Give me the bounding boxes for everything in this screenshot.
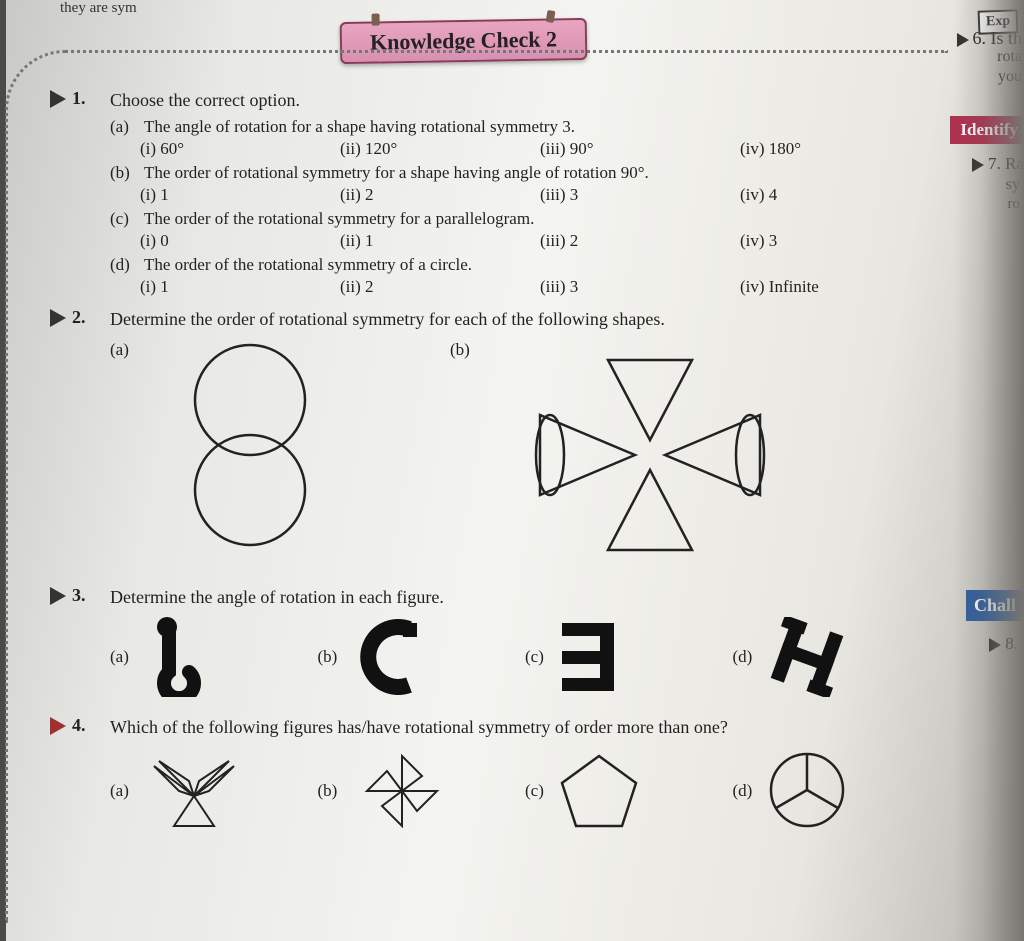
shape-label: (b) xyxy=(450,340,470,360)
part-text: The angle of rotation for a shape having… xyxy=(144,117,575,136)
option-i: (i) 0 xyxy=(140,231,340,251)
question-2: 2. Determine the order of rotational sym… xyxy=(50,307,930,575)
right-q6-line2: rota xyxy=(997,48,1022,66)
q4-shapes-row: (a) (b) xyxy=(110,746,930,836)
shape-label: (a) xyxy=(110,781,129,801)
option-ii: (ii) 1 xyxy=(340,231,540,251)
q4-shape-b: (b) xyxy=(318,746,516,836)
right-chal-label: Chall xyxy=(966,590,1024,621)
q3-shape-a: (a) xyxy=(110,617,308,697)
option-iii: (iii) 2 xyxy=(540,231,740,251)
options-row: (i) 60° (ii) 120° (iii) 90° (iv) 180° xyxy=(110,139,940,159)
question-number: 2. xyxy=(72,307,86,328)
shapes-row: (a) (b) xyxy=(110,340,930,575)
right-q6: 6. Is th xyxy=(957,28,1023,49)
marker-icon xyxy=(989,638,1001,652)
part-label: (b) xyxy=(110,163,140,183)
shape-label: (d) xyxy=(733,647,753,667)
q1-part-b: (b) The order of rotational symmetry for… xyxy=(110,163,930,205)
option-iv: (iv) Infinite xyxy=(740,277,940,297)
four-triangles-icon xyxy=(500,340,800,570)
option-iv: (iv) 3 xyxy=(740,231,940,251)
h-tilted-icon xyxy=(762,617,852,697)
shape-label: (a) xyxy=(110,647,129,667)
right-q6-line3: you xyxy=(998,68,1022,86)
right-q8: 8. xyxy=(989,634,1018,654)
shape-label: (b) xyxy=(318,781,338,801)
question-number: 4. xyxy=(72,715,86,736)
part-text: The order of the rotational symmetry of … xyxy=(144,255,472,274)
right-identify-label: Identify xyxy=(950,116,1024,144)
shape-label: (a) xyxy=(110,340,129,360)
question-number: 3. xyxy=(72,585,86,606)
options-row: (i) 0 (ii) 1 (iii) 2 (iv) 3 xyxy=(110,231,940,251)
open-circle-icon xyxy=(347,617,437,697)
option-iii: (iii) 90° xyxy=(540,139,740,159)
right-q7: 7. Ra xyxy=(972,154,1024,174)
q3-shapes-row: (a) (b) (c) xyxy=(110,617,930,697)
q3-shape-b: (b) xyxy=(318,617,516,697)
option-i: (i) 60° xyxy=(140,139,340,159)
top-partial-text: they are sym xyxy=(60,0,137,17)
part-label: (c) xyxy=(110,209,140,229)
question-4: 4. Which of the following figures has/ha… xyxy=(50,715,930,836)
shape-label: (b) xyxy=(318,647,338,667)
q3-shape-d: (d) xyxy=(733,617,931,697)
option-ii: (ii) 2 xyxy=(340,277,540,297)
option-ii: (ii) 2 xyxy=(340,185,540,205)
q1-part-d: (d) The order of the rotational symmetry… xyxy=(110,255,930,297)
q3-shape-c: (c) xyxy=(525,617,723,697)
question-1: 1. Choose the correct option. (a) The an… xyxy=(50,88,930,297)
q4-shape-d: (d) xyxy=(733,748,931,833)
question-marker-icon xyxy=(50,717,66,735)
reverse-e-icon xyxy=(554,617,624,697)
q1-part-a: (a) The angle of rotation for a shape ha… xyxy=(110,117,930,159)
q2-shape-a: (a) xyxy=(110,340,450,575)
q1-part-c: (c) The order of the rotational symmetry… xyxy=(110,209,930,251)
option-iv: (iv) 180° xyxy=(740,139,940,159)
part-label: (a) xyxy=(110,117,140,137)
option-i: (i) 1 xyxy=(140,277,340,297)
knowledge-check-banner: Knowledge Check 2 xyxy=(340,18,588,64)
options-row: (i) 1 (ii) 2 (iii) 3 (iv) Infinite xyxy=(110,277,940,297)
options-row: (i) 1 (ii) 2 (iii) 3 (iv) 4 xyxy=(110,185,940,205)
q4-shape-a: (a) xyxy=(110,751,308,831)
option-iii: (iii) 3 xyxy=(540,277,740,297)
q2-shape-b: (b) xyxy=(450,340,890,575)
question-number: 1. xyxy=(72,88,86,109)
shape-label: (d) xyxy=(733,781,753,801)
option-iv: (iv) 4 xyxy=(740,185,940,205)
part-label: (d) xyxy=(110,255,140,275)
part-text: The order of rotational symmetry for a s… xyxy=(144,163,649,182)
question-text: Determine the order of rotational symmet… xyxy=(110,307,930,332)
right-q7-line3: ro xyxy=(1008,196,1021,213)
option-ii: (ii) 120° xyxy=(340,139,540,159)
page-gutter xyxy=(0,0,6,941)
two-circles-icon xyxy=(150,340,350,550)
shape-label: (c) xyxy=(525,781,544,801)
question-marker-icon xyxy=(50,309,66,327)
shape-label: (c) xyxy=(525,647,544,667)
question-text: Determine the angle of rotation in each … xyxy=(110,585,930,610)
circle-thirds-icon xyxy=(762,748,852,833)
content-area: 1. Choose the correct option. (a) The an… xyxy=(50,88,930,846)
marker-icon xyxy=(972,158,984,172)
question-3: 3. Determine the angle of rotation in ea… xyxy=(50,585,930,696)
q4-shape-c: (c) xyxy=(525,748,723,833)
option-i: (i) 1 xyxy=(140,185,340,205)
part-text: The order of the rotational symmetry for… xyxy=(144,209,534,228)
pinwheel-icon xyxy=(347,746,457,836)
question-text: Choose the correct option. xyxy=(110,88,930,113)
right-q7-line2: sy xyxy=(1006,176,1020,194)
question-marker-icon xyxy=(50,90,66,108)
hook-shape-icon xyxy=(139,617,219,697)
marker-icon xyxy=(957,33,969,47)
question-marker-icon xyxy=(50,587,66,605)
page: they are sym Knowledge Check 2 1. Choose… xyxy=(0,0,1024,941)
pentagon-icon xyxy=(554,748,644,833)
option-iii: (iii) 3 xyxy=(540,185,740,205)
triangles-cross-icon xyxy=(139,751,249,831)
question-text: Which of the following figures has/have … xyxy=(110,715,930,740)
